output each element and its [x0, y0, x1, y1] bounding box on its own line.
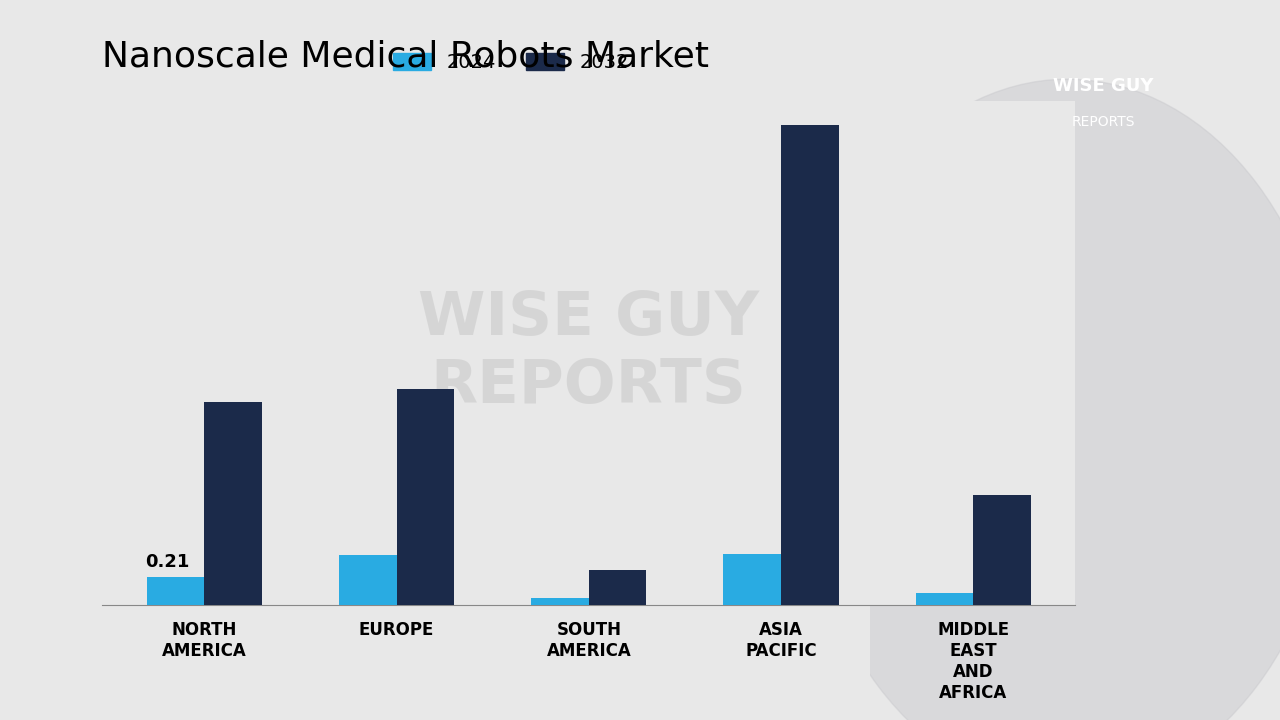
Bar	[973, 495, 1030, 605]
Circle shape	[800, 79, 1280, 720]
Text: 0.21: 0.21	[145, 554, 189, 572]
Bar	[205, 402, 262, 605]
Bar	[339, 555, 397, 605]
Bar	[147, 577, 205, 605]
Bar	[589, 570, 646, 605]
Text: REPORTS: REPORTS	[1071, 115, 1135, 130]
Text: WISE GUY
REPORTS: WISE GUY REPORTS	[419, 289, 759, 416]
Text: WISE GUY: WISE GUY	[1053, 77, 1153, 95]
Bar	[781, 125, 838, 605]
Legend: 2024, 2032: 2024, 2032	[385, 45, 637, 80]
Bar	[397, 389, 454, 605]
Bar	[915, 593, 973, 605]
Bar	[723, 554, 781, 605]
Text: Nanoscale Medical Robots Market: Nanoscale Medical Robots Market	[102, 40, 709, 73]
Bar	[531, 598, 589, 605]
